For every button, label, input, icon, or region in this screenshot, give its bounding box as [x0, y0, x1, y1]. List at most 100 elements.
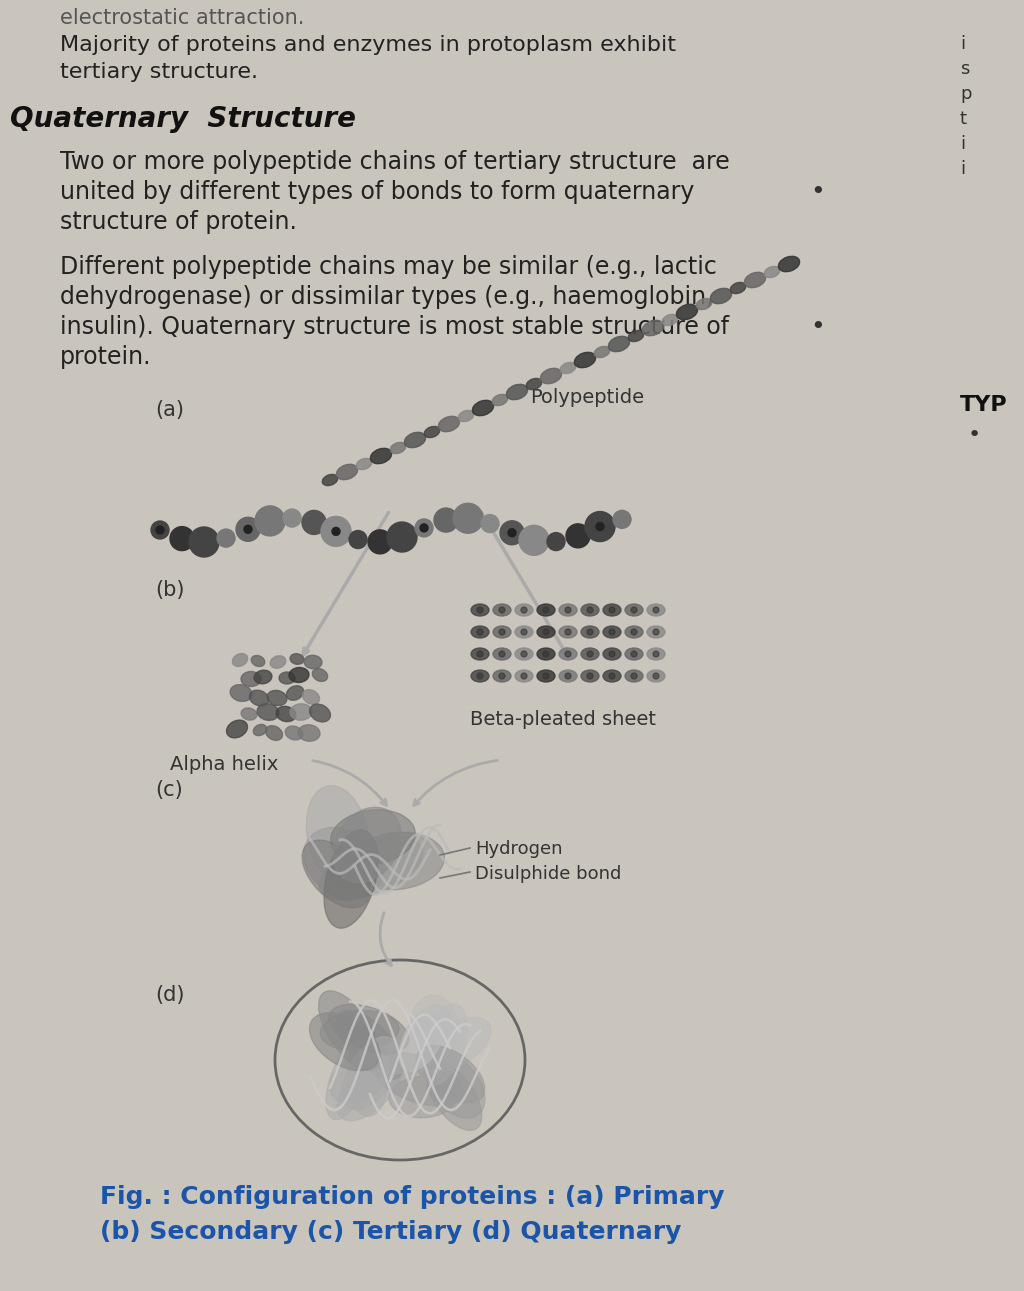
Ellipse shape [663, 315, 678, 325]
Circle shape [477, 607, 483, 613]
Ellipse shape [302, 689, 319, 705]
Ellipse shape [647, 670, 665, 682]
Ellipse shape [537, 670, 555, 682]
Ellipse shape [537, 604, 555, 616]
Circle shape [609, 629, 615, 635]
Circle shape [332, 528, 340, 536]
Ellipse shape [279, 673, 295, 684]
Ellipse shape [526, 378, 542, 390]
Ellipse shape [625, 604, 643, 616]
Circle shape [631, 629, 637, 635]
Ellipse shape [603, 648, 621, 660]
Ellipse shape [326, 1041, 370, 1119]
Circle shape [151, 522, 169, 540]
Ellipse shape [290, 653, 304, 665]
Ellipse shape [603, 670, 621, 682]
Ellipse shape [537, 648, 555, 660]
Ellipse shape [321, 1011, 399, 1051]
Circle shape [596, 523, 604, 531]
Ellipse shape [298, 724, 319, 741]
Circle shape [566, 524, 590, 547]
Ellipse shape [493, 670, 511, 682]
Circle shape [613, 510, 631, 528]
Ellipse shape [251, 656, 265, 666]
Ellipse shape [411, 995, 459, 1060]
Ellipse shape [764, 266, 779, 278]
Ellipse shape [286, 726, 303, 740]
Ellipse shape [230, 684, 252, 701]
Ellipse shape [711, 288, 731, 303]
Ellipse shape [471, 670, 489, 682]
Circle shape [653, 607, 659, 613]
Ellipse shape [493, 604, 511, 616]
Text: t: t [961, 110, 967, 128]
Text: TYP: TYP [961, 395, 1008, 414]
Text: Two or more polypeptide chains of tertiary structure  are: Two or more polypeptide chains of tertia… [60, 150, 730, 174]
Ellipse shape [312, 669, 328, 682]
Text: i: i [961, 160, 966, 178]
Circle shape [519, 525, 549, 555]
Circle shape [434, 509, 458, 532]
Ellipse shape [603, 604, 621, 616]
Circle shape [565, 629, 571, 635]
Ellipse shape [232, 653, 248, 666]
Circle shape [321, 516, 351, 546]
Ellipse shape [559, 626, 577, 638]
Ellipse shape [337, 1010, 402, 1079]
Ellipse shape [581, 648, 599, 660]
Text: Beta-pleated sheet: Beta-pleated sheet [470, 710, 656, 729]
Ellipse shape [541, 368, 561, 383]
Ellipse shape [257, 704, 279, 720]
Text: electrostatic attraction.: electrostatic attraction. [60, 8, 304, 28]
Ellipse shape [333, 807, 401, 883]
Ellipse shape [330, 1052, 389, 1103]
Circle shape [477, 629, 483, 635]
Ellipse shape [459, 411, 474, 422]
Ellipse shape [515, 670, 534, 682]
Circle shape [521, 673, 527, 679]
Circle shape [653, 673, 659, 679]
Ellipse shape [625, 648, 643, 660]
Ellipse shape [647, 648, 665, 660]
Text: Quaternary  Structure: Quaternary Structure [10, 105, 356, 133]
Ellipse shape [385, 1012, 452, 1074]
Circle shape [217, 529, 234, 547]
Circle shape [547, 533, 565, 550]
Text: i: i [961, 35, 966, 53]
Ellipse shape [416, 1046, 484, 1103]
Ellipse shape [581, 604, 599, 616]
Ellipse shape [471, 626, 489, 638]
Ellipse shape [289, 667, 309, 683]
Circle shape [302, 510, 326, 534]
Circle shape [170, 527, 194, 550]
Ellipse shape [537, 626, 555, 638]
Ellipse shape [390, 443, 406, 453]
Ellipse shape [472, 400, 494, 416]
Ellipse shape [418, 1017, 492, 1073]
Ellipse shape [560, 363, 575, 373]
Ellipse shape [493, 394, 508, 405]
Text: tertiary structure.: tertiary structure. [60, 62, 258, 83]
Circle shape [420, 524, 428, 532]
Ellipse shape [304, 656, 322, 669]
Circle shape [189, 527, 219, 556]
Circle shape [631, 607, 637, 613]
Circle shape [499, 651, 505, 657]
Ellipse shape [253, 724, 266, 736]
Ellipse shape [318, 990, 381, 1070]
Ellipse shape [730, 283, 745, 293]
Circle shape [631, 651, 637, 657]
Ellipse shape [629, 330, 644, 342]
Text: Hydrogen: Hydrogen [475, 840, 562, 859]
Ellipse shape [647, 626, 665, 638]
Circle shape [565, 651, 571, 657]
Text: structure of protein.: structure of protein. [60, 210, 297, 234]
Ellipse shape [348, 1048, 387, 1117]
Text: protein.: protein. [60, 345, 152, 369]
Ellipse shape [581, 670, 599, 682]
Circle shape [565, 607, 571, 613]
Ellipse shape [625, 670, 643, 682]
Circle shape [368, 529, 392, 554]
Ellipse shape [559, 604, 577, 616]
Ellipse shape [349, 833, 444, 889]
